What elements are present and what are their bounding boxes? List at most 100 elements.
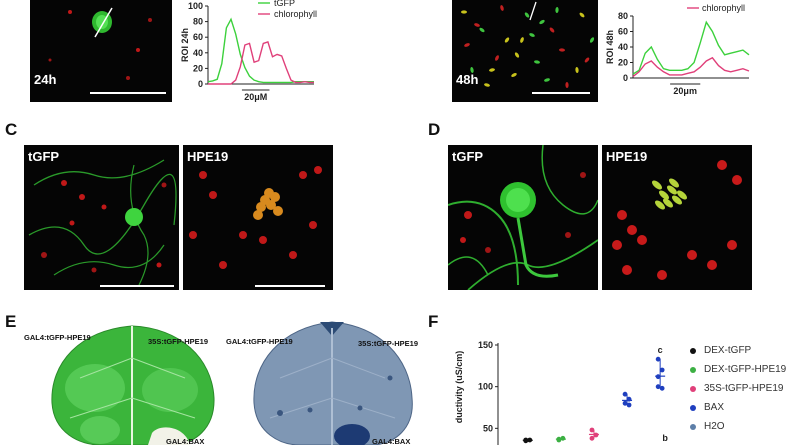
leaf2-label-top-right: 35S:tGFP-HPE19 xyxy=(358,339,419,348)
y-tick-label: 60 xyxy=(618,27,628,37)
micrograph-c-hpe19-image xyxy=(189,166,322,269)
data-point xyxy=(659,367,665,373)
cell-mark xyxy=(479,27,485,33)
chloroplast-mark xyxy=(239,231,247,239)
data-point xyxy=(655,374,661,380)
panel-letter-c: C xyxy=(5,120,18,139)
aggregate-mark xyxy=(663,198,673,208)
cell-mark xyxy=(589,37,595,43)
y-tick-label: 20 xyxy=(618,58,628,68)
chloroplast-mark xyxy=(637,235,647,245)
leaf1-label-top-left: GAL4:tGFP-HPE19 xyxy=(24,333,91,342)
cell-mark xyxy=(520,37,524,43)
legend-dot xyxy=(690,385,696,392)
micrograph-d-hpe19-image xyxy=(612,160,742,280)
legend-item: H2O xyxy=(690,421,725,432)
scale-bar-c-right xyxy=(255,285,325,287)
series-line-tGFP xyxy=(207,17,314,84)
chloroplast-mark xyxy=(219,261,227,269)
chloroplast-mark xyxy=(314,166,322,174)
significance-label: c xyxy=(658,345,663,355)
scale-bar-c-left xyxy=(100,285,174,287)
y-tick-label: 40 xyxy=(193,48,203,58)
legend-item: DEX-tGFP xyxy=(690,345,751,356)
legend-dot xyxy=(690,404,696,411)
aggregate-mark xyxy=(264,188,274,198)
chart-f-legend: DEX-tGFP DEX-tGFP-HPE19 35S-tGFP-HPE19 BAX H… xyxy=(690,345,800,445)
significance-label: b xyxy=(662,433,668,443)
cell-mark xyxy=(500,5,504,11)
cell-mark xyxy=(559,48,565,52)
legend-label: DEX-tGFP-HPE19 xyxy=(704,364,787,375)
data-point xyxy=(622,391,628,397)
y-tick-label: 20 xyxy=(193,63,203,73)
legend-label: chlorophyll xyxy=(274,9,317,19)
aggregate-mark xyxy=(266,200,276,210)
scale-bar-48h xyxy=(532,92,590,94)
chloroplast-mark xyxy=(727,240,737,250)
cell-mark xyxy=(565,82,569,88)
conductivity-chart: 50 100 150 ductivity (uS/cm) c b xyxy=(454,340,668,445)
chloroplast-mark xyxy=(707,260,717,270)
chloroplast-mark xyxy=(189,231,197,239)
chloroplast-mark xyxy=(732,175,742,185)
data-point xyxy=(589,435,595,441)
leaf2-label-top-left: GAL4:tGFP-HPE19 xyxy=(226,337,293,346)
chloroplast-mark xyxy=(687,250,697,260)
aggregate-mark xyxy=(256,202,266,212)
data-point xyxy=(655,384,661,390)
chloroplast-mark xyxy=(617,210,627,220)
micrograph-c-hpe19: HPE19 xyxy=(183,145,333,290)
cell-mark xyxy=(529,33,535,37)
micrograph-c-tgfp: tGFP xyxy=(24,145,179,290)
y-tick-label: 50 xyxy=(483,423,493,433)
panel-letter-e: E xyxy=(5,312,17,331)
legend-item: BAX xyxy=(690,402,724,413)
legend-label: tGFP xyxy=(274,0,295,8)
series-line-tGFP xyxy=(632,20,750,75)
data-point xyxy=(593,432,599,438)
aggregate-mark xyxy=(669,178,679,188)
chloroplast-mark xyxy=(299,171,307,179)
data-point xyxy=(556,437,562,443)
leaf-stained-image xyxy=(253,321,413,445)
panel-letter-f: F xyxy=(428,312,439,331)
cell-mark xyxy=(470,67,474,73)
label-d-tgfp: tGFP xyxy=(452,149,484,164)
data-point xyxy=(527,437,533,443)
cell-mark xyxy=(579,12,585,18)
cell-mark xyxy=(524,12,530,18)
data-point xyxy=(523,438,529,444)
cell-mark xyxy=(474,23,480,27)
aggregate-mark xyxy=(672,195,682,205)
chloroplast-mark xyxy=(209,191,217,199)
aggregate-mark xyxy=(677,190,687,200)
y-tick-label: 0 xyxy=(198,79,203,89)
leaf2-label-bottom-right: GAL4:BAX xyxy=(372,437,411,446)
y-axis-label: ductivity (uS/cm) xyxy=(454,351,464,424)
time-label-24h: 24h xyxy=(34,72,57,87)
data-point xyxy=(659,385,665,391)
series-line-chlorophyll xyxy=(632,56,750,78)
cell-mark xyxy=(489,68,495,72)
cell-mark xyxy=(461,10,467,14)
chloroplast-mark xyxy=(717,160,727,170)
micrograph-48h: 48h xyxy=(452,0,598,102)
time-label-48h: 48h xyxy=(456,72,479,87)
chloroplast-mark xyxy=(289,251,297,259)
legend-item: 35S-tGFP-HPE19 xyxy=(690,383,783,394)
cell-mark xyxy=(504,37,510,43)
micrograph-24h: 24h xyxy=(30,0,172,102)
aggregate-mark xyxy=(667,185,677,195)
y-tick-label: 100 xyxy=(478,382,493,392)
chloroplast-mark xyxy=(627,225,637,235)
cell-mark xyxy=(549,27,555,33)
data-point xyxy=(626,402,632,408)
legend-label: 35S-tGFP-HPE19 xyxy=(704,383,784,394)
label-d-hpe19: HPE19 xyxy=(606,149,648,164)
legend-dot xyxy=(690,347,696,354)
aggregate-mark xyxy=(253,210,263,220)
data-point xyxy=(655,356,661,362)
legend-label: BAX xyxy=(704,402,725,413)
